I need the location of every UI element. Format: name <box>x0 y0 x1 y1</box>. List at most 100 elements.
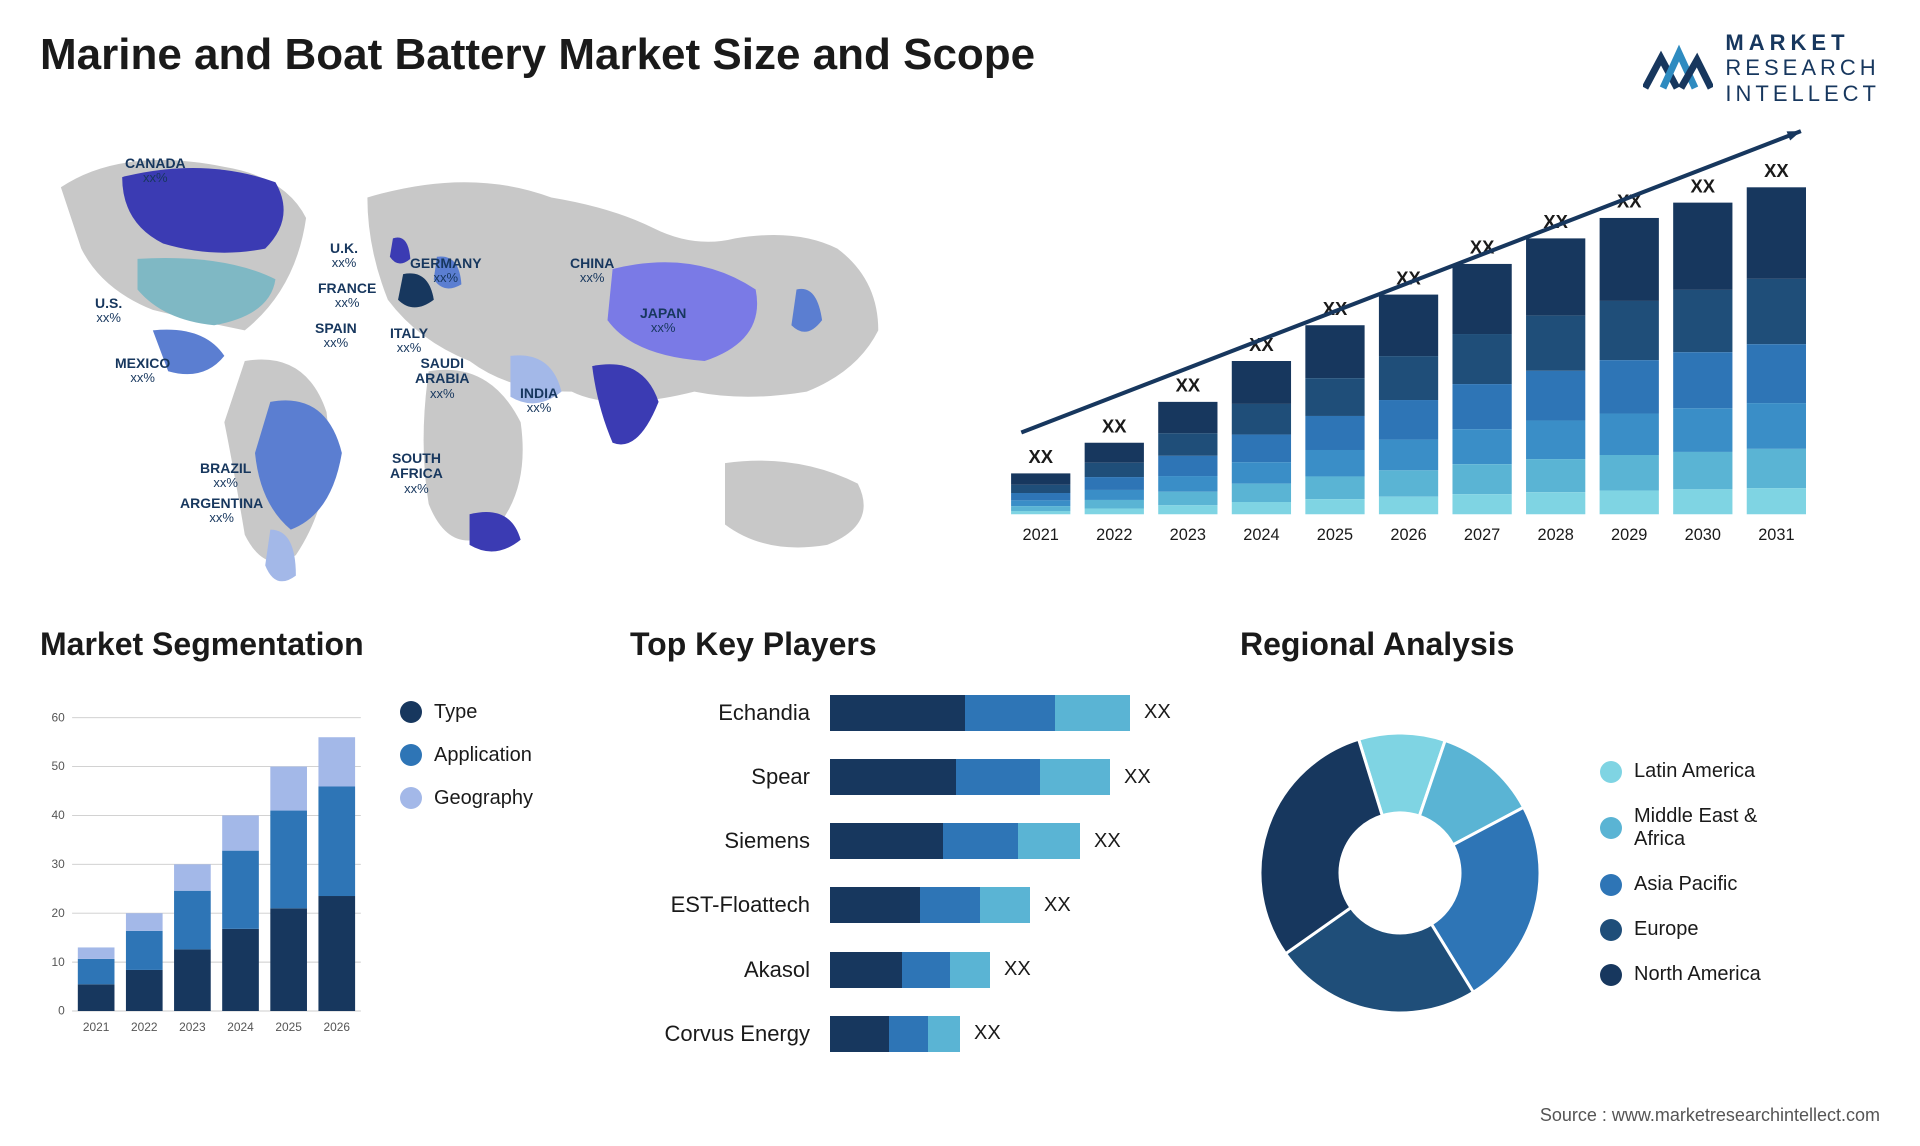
forecast-bar-seg <box>1673 452 1732 489</box>
player-bar-seg <box>920 887 980 923</box>
source-text: Source : www.marketresearchintellect.com <box>1540 1105 1880 1126</box>
legend-dot-icon <box>400 744 422 766</box>
player-bar <box>830 823 1080 859</box>
players-panel: Top Key Players EchandiaXX SpearXX Siemens… <box>630 626 1190 1066</box>
player-name: Siemens <box>630 828 810 854</box>
players-list: EchandiaXXSpearXXSiemensXXEST-FloattechX… <box>630 681 1190 1066</box>
forecast-bar-seg <box>1747 344 1806 403</box>
world-map <box>40 126 940 596</box>
forecast-x-label: 2025 <box>1317 526 1353 544</box>
seg-bar-seg <box>174 891 211 950</box>
forecast-bar-top-label: XX <box>1028 446 1053 467</box>
map-label-italy: ITALYxx% <box>390 326 428 356</box>
map-label-mexico: MEXICOxx% <box>115 356 170 386</box>
player-name: EST-Floattech <box>630 892 810 918</box>
forecast-bar-seg <box>1673 489 1732 514</box>
player-bar-seg <box>830 823 943 859</box>
seg-bar-seg <box>78 947 115 958</box>
player-name: Echandia <box>630 700 810 726</box>
svg-text:20: 20 <box>52 906 66 920</box>
forecast-bar-seg <box>1600 360 1659 413</box>
forecast-bar-seg <box>1305 378 1364 416</box>
segmentation-chart: 0102030405060202120222023202420252026 <box>40 681 370 1066</box>
forecast-bar-seg <box>1158 433 1217 455</box>
seg-bar-seg <box>270 908 307 1011</box>
regional-donut <box>1240 713 1560 1033</box>
forecast-bar-seg <box>1452 334 1511 384</box>
region-legend-item: Latin America <box>1600 760 1761 783</box>
map-label-saudiarabia: SAUDIARABIAxx% <box>415 356 469 401</box>
legend-label: North America <box>1634 963 1761 986</box>
map-label-japan: JAPANxx% <box>640 306 686 336</box>
regional-legend: Latin America Middle East &Africa Asia Pac… <box>1600 760 1761 986</box>
forecast-bar-seg <box>1379 294 1438 356</box>
region-legend-item: North America <box>1600 963 1761 986</box>
seg-bar-seg <box>222 929 259 1011</box>
forecast-bar-seg <box>1526 371 1585 421</box>
logo-line1: MARKET <box>1725 30 1880 55</box>
players-title: Top Key Players <box>630 626 1190 663</box>
forecast-x-label: 2023 <box>1170 526 1206 544</box>
logo-icon <box>1643 38 1713 98</box>
legend-dot-icon <box>1600 919 1622 941</box>
forecast-bar-seg <box>1526 420 1585 459</box>
forecast-bar-seg <box>1526 492 1585 514</box>
map-label-southafrica: SOUTHAFRICAxx% <box>390 451 443 496</box>
legend-dot-icon <box>1600 761 1622 783</box>
player-bar-seg <box>830 887 920 923</box>
forecast-bar-seg <box>1526 459 1585 492</box>
player-bar <box>830 952 990 988</box>
legend-label: Geography <box>434 787 533 810</box>
svg-text:0: 0 <box>58 1004 65 1018</box>
region-legend-item: Europe <box>1600 918 1761 941</box>
forecast-bar-seg <box>1379 439 1438 470</box>
legend-dot-icon <box>1600 817 1622 839</box>
regional-title: Regional Analysis <box>1240 626 1880 663</box>
logo-text: MARKET RESEARCH INTELLECT <box>1725 30 1880 106</box>
forecast-x-label: 2026 <box>1390 526 1426 544</box>
forecast-bar-seg <box>1232 361 1291 404</box>
svg-text:50: 50 <box>52 759 66 773</box>
legend-label: Middle East &Africa <box>1634 805 1757 851</box>
svg-text:10: 10 <box>52 955 66 969</box>
forecast-bar-seg <box>1232 434 1291 462</box>
player-bar-seg <box>928 1016 961 1052</box>
forecast-x-label: 2030 <box>1685 526 1721 544</box>
seg-bar-seg <box>78 984 115 1011</box>
forecast-bar-seg <box>1600 301 1659 360</box>
segmentation-panel: Market Segmentation 01020304050602021202… <box>40 626 580 1066</box>
svg-text:30: 30 <box>52 857 66 871</box>
forecast-x-label: 2022 <box>1096 526 1132 544</box>
forecast-bar-seg <box>1600 455 1659 491</box>
player-bar-seg <box>1055 695 1130 731</box>
svg-text:2023: 2023 <box>179 1020 206 1034</box>
map-label-us: U.S.xx% <box>95 296 122 326</box>
player-row: Corvus EnergyXX <box>630 1011 1190 1057</box>
forecast-bar-top-label: XX <box>1764 160 1789 181</box>
player-row: SpearXX <box>630 754 1190 800</box>
forecast-bar-seg <box>1085 477 1144 490</box>
player-row: EchandiaXX <box>630 690 1190 736</box>
forecast-bar-seg <box>1011 511 1070 514</box>
player-bar-seg <box>830 695 965 731</box>
player-bar <box>830 1016 960 1052</box>
svg-text:2024: 2024 <box>227 1020 254 1034</box>
seg-legend-item: Type <box>400 701 580 724</box>
player-bar-seg <box>1040 759 1110 795</box>
seg-bar-seg <box>174 949 211 1011</box>
svg-text:2022: 2022 <box>131 1020 158 1034</box>
svg-text:2025: 2025 <box>275 1020 302 1034</box>
map-label-france: FRANCExx% <box>318 281 376 311</box>
forecast-bar-seg <box>1158 505 1217 514</box>
forecast-bar-seg <box>1232 462 1291 483</box>
forecast-bar-seg <box>1747 187 1806 279</box>
forecast-bar-seg <box>1232 483 1291 501</box>
forecast-bar-seg <box>1232 502 1291 514</box>
legend-label: Asia Pacific <box>1634 873 1737 896</box>
player-bar-seg <box>965 695 1055 731</box>
player-bar <box>830 695 1130 731</box>
forecast-bar-seg <box>1452 494 1511 514</box>
forecast-bar-seg <box>1452 429 1511 464</box>
forecast-bar-seg <box>1747 488 1806 514</box>
player-bar-seg <box>956 759 1040 795</box>
